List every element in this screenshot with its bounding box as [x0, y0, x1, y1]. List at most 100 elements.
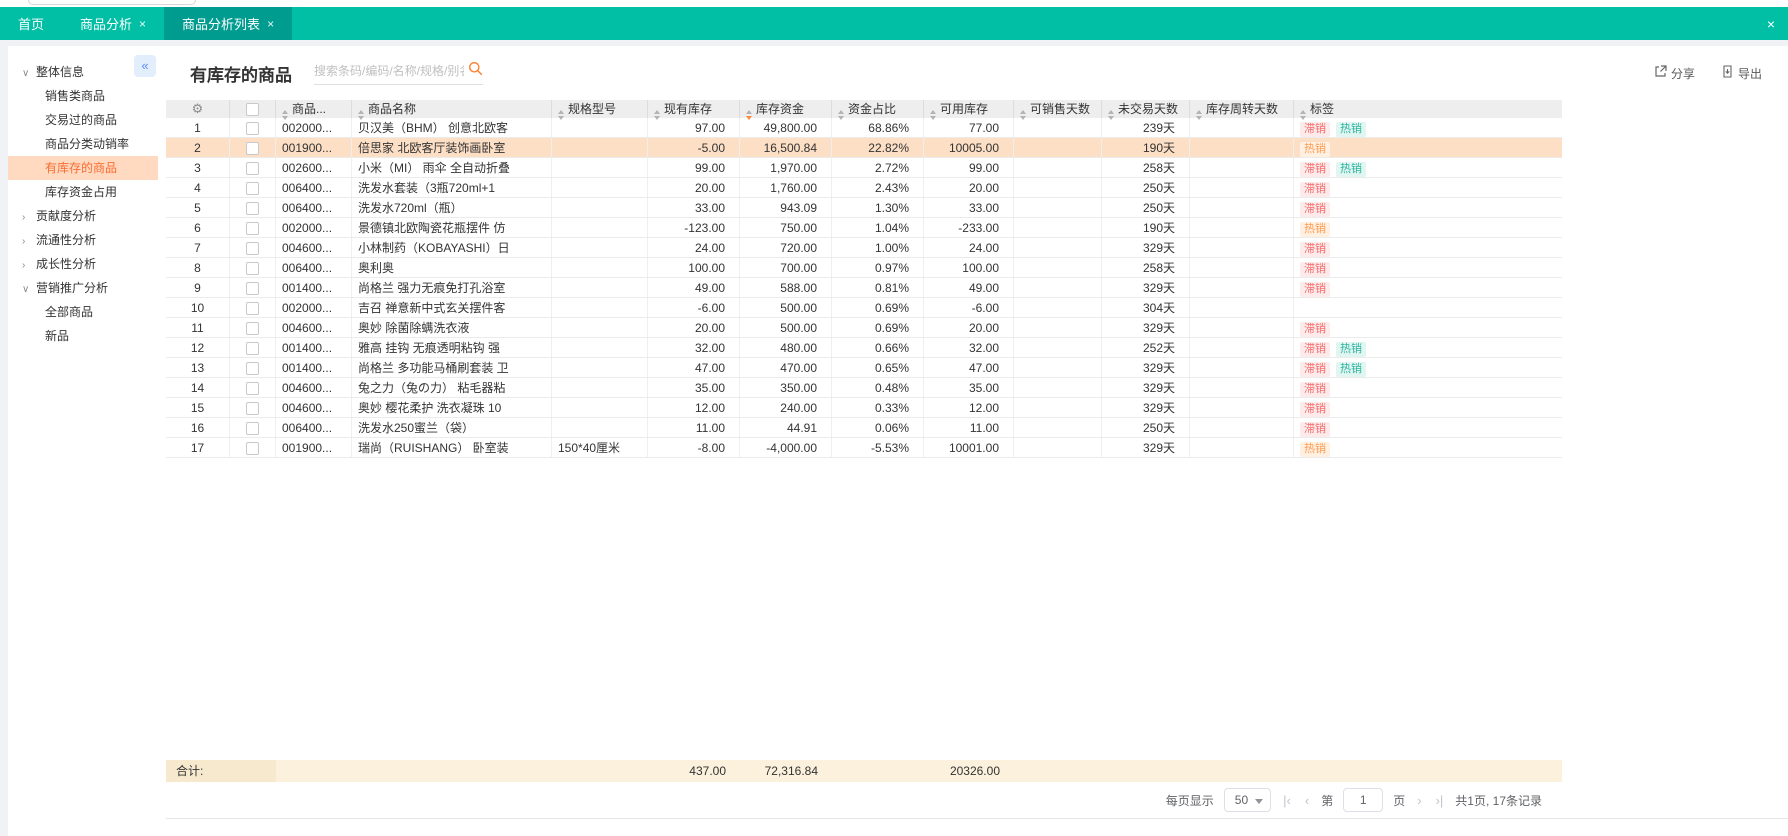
row-checkbox[interactable]: [246, 362, 259, 376]
table-row[interactable]: 1 002000... 贝汉美（BHM） 创意北欧客 97.00 49,800.00 68…: [166, 118, 1562, 138]
sidebar-item[interactable]: 交易过的商品: [8, 108, 158, 132]
sort-icon[interactable]: [654, 110, 660, 120]
table-row[interactable]: 5 006400... 洗发水720ml（瓶） 33.00 943.09 1.30% 33.…: [166, 198, 1562, 218]
select-all-checkbox[interactable]: [246, 103, 259, 117]
row-checkbox[interactable]: [246, 282, 259, 296]
tab[interactable]: 首页: [0, 7, 62, 40]
sort-icon[interactable]: [1300, 110, 1306, 120]
next-page-icon[interactable]: ›: [1417, 792, 1422, 808]
sidebar-item[interactable]: 有库存的商品: [8, 156, 158, 180]
page-input[interactable]: [1343, 788, 1384, 812]
sidebar-group[interactable]: › 贡献度分析: [8, 204, 158, 228]
sort-icon[interactable]: [282, 110, 288, 120]
share-button[interactable]: 分享: [1654, 65, 1695, 82]
product-spec: [552, 218, 648, 237]
column-header[interactable]: 商品...: [276, 100, 352, 120]
stock-fund: -4,000.00: [740, 438, 832, 457]
sidebar-item[interactable]: 库存资金占用: [8, 180, 158, 204]
sort-icon[interactable]: [1108, 110, 1114, 120]
row-checkbox[interactable]: [246, 402, 259, 416]
sort-icon[interactable]: [930, 110, 936, 120]
column-header[interactable]: 商品名称: [352, 100, 552, 120]
table-row[interactable]: 14 004600... 兔之力（兔の力） 粘毛器粘 35.00 350.00 0.48%…: [166, 378, 1562, 398]
column-header[interactable]: 资金占比: [832, 100, 924, 120]
row-checkbox[interactable]: [246, 382, 259, 396]
sidebar-group[interactable]: ∨ 营销推广分析: [8, 276, 158, 300]
sort-icon[interactable]: [358, 110, 364, 120]
no-trade-days: 329天: [1102, 318, 1190, 337]
last-page-icon[interactable]: ›|: [1435, 792, 1444, 808]
sort-icon[interactable]: [558, 110, 564, 120]
search-icon[interactable]: [468, 61, 483, 81]
column-header[interactable]: 现有库存: [648, 100, 740, 120]
column-header[interactable]: 未交易天数: [1102, 100, 1190, 120]
status-badge: 滞销: [1300, 382, 1330, 397]
prev-page-icon[interactable]: ‹: [1304, 792, 1310, 808]
row-checkbox[interactable]: [246, 162, 259, 176]
row-checkbox[interactable]: [246, 202, 259, 216]
product-spec: [552, 338, 648, 357]
sidebar-item[interactable]: 新品: [8, 324, 158, 348]
table-row[interactable]: 15 004600... 奥妙 樱花柔护 洗衣凝珠 10 12.00 240.00 0.3…: [166, 398, 1562, 418]
table-row[interactable]: 7 004600... 小林制药（KOBAYASHI）日 24.00 720.00 1.0…: [166, 238, 1562, 258]
sidebar-group[interactable]: › 流通性分析: [8, 228, 158, 252]
column-header[interactable]: 可用库存: [924, 100, 1014, 120]
column-header[interactable]: 库存周转天数: [1190, 100, 1294, 120]
tags-cell: 滞销: [1294, 418, 1562, 437]
column-header[interactable]: 库存资金: [740, 100, 832, 120]
row-checkbox[interactable]: [246, 182, 259, 196]
sidebar-group[interactable]: ∨ 整体信息: [8, 60, 158, 84]
sort-icon[interactable]: [1020, 110, 1026, 120]
sidebar-item[interactable]: 销售类商品: [8, 84, 158, 108]
table-row[interactable]: 17 001900... 瑞尚（RUISHANG） 卧室装 150*40厘米 -8.00…: [166, 438, 1562, 458]
stock-fund: 16,500.84: [740, 138, 832, 157]
first-page-icon[interactable]: |‹: [1283, 792, 1291, 808]
table-row[interactable]: 10 002000... 吉召 禅意新中式玄关摆件客 -6.00 500.00 0.69%…: [166, 298, 1562, 318]
sidebar-item[interactable]: 全部商品: [8, 300, 158, 324]
sidebar-collapse-icon[interactable]: «: [134, 55, 156, 77]
row-checkbox[interactable]: [246, 322, 259, 336]
sort-icon[interactable]: [746, 110, 752, 120]
row-checkbox[interactable]: [246, 422, 259, 436]
row-checkbox[interactable]: [246, 302, 259, 316]
table-row[interactable]: 11 004600... 奥妙 除菌除螨洗衣液 20.00 500.00 0.69% 20.…: [166, 318, 1562, 338]
table-row[interactable]: 13 001400... 尚格兰 多功能马桶刷套装 卫 47.00 470.00 0.65…: [166, 358, 1562, 378]
tab-close-icon[interactable]: ×: [139, 16, 147, 31]
sidebar-group[interactable]: › 成长性分析: [8, 252, 158, 276]
table-row[interactable]: 12 001400... 雅高 挂钩 无痕透明粘钩 强 32.00 480.00 0.66…: [166, 338, 1562, 358]
sidebar-item[interactable]: 商品分类动销率: [8, 132, 158, 156]
row-checkbox[interactable]: [246, 262, 259, 276]
tab-close-icon[interactable]: ×: [267, 16, 275, 31]
sort-icon[interactable]: [838, 110, 844, 120]
table-row[interactable]: 8 006400... 奥利奥 100.00 700.00 0.97% 100.00 258天…: [166, 258, 1562, 278]
totals-row: 合计: 437.00 72,316.84 20326.00: [166, 760, 1562, 782]
tab[interactable]: 商品分析列表 ×: [164, 7, 293, 40]
column-header[interactable]: 标签: [1294, 100, 1562, 120]
close-icon[interactable]: ×: [1766, 15, 1776, 32]
search-input[interactable]: [314, 64, 464, 78]
stock-fund: 470.00: [740, 358, 832, 377]
row-checkbox[interactable]: [246, 122, 259, 136]
gear-icon[interactable]: ⚙: [191, 101, 204, 116]
table-row[interactable]: 4 006400... 洗发水套装（3瓶720ml+1 20.00 1,760.00 2.…: [166, 178, 1562, 198]
table-row[interactable]: 16 006400... 洗发水250蜜兰（袋） 11.00 44.91 0.06% 11.…: [166, 418, 1562, 438]
sort-icon[interactable]: [1196, 110, 1202, 120]
row-checkbox[interactable]: [246, 142, 259, 156]
row-checkbox[interactable]: [246, 342, 259, 356]
row-checkbox[interactable]: [246, 242, 259, 256]
tab[interactable]: 商品分析 ×: [62, 7, 164, 40]
table-row[interactable]: 3 002600... 小米（MI） 雨伞 全自动折叠 99.00 1,970.00 2.…: [166, 158, 1562, 178]
export-button[interactable]: 导出: [1721, 65, 1762, 82]
column-header[interactable]: 可销售天数: [1014, 100, 1102, 120]
column-header[interactable]: 规格型号: [552, 100, 648, 120]
current-stock: 35.00: [648, 378, 740, 397]
table-row[interactable]: 9 001400... 尚格兰 强力无痕免打孔浴室 49.00 588.00 0.81% 4…: [166, 278, 1562, 298]
product-code: 006400...: [276, 258, 352, 277]
row-checkbox[interactable]: [246, 442, 259, 456]
per-page-select[interactable]: 50: [1223, 788, 1272, 812]
table-row[interactable]: 6 002000... 景德镇北欧陶瓷花瓶摆件 仿 -123.00 750.00 1.04…: [166, 218, 1562, 238]
row-checkbox[interactable]: [246, 222, 259, 236]
table-row[interactable]: 2 001900... 倍思家 北欧客厅装饰画卧室 -5.00 16,500.84 22.…: [166, 138, 1562, 158]
sidebar-item-label: 库存资金占用: [45, 185, 118, 199]
sort-up-caret: [282, 110, 288, 114]
